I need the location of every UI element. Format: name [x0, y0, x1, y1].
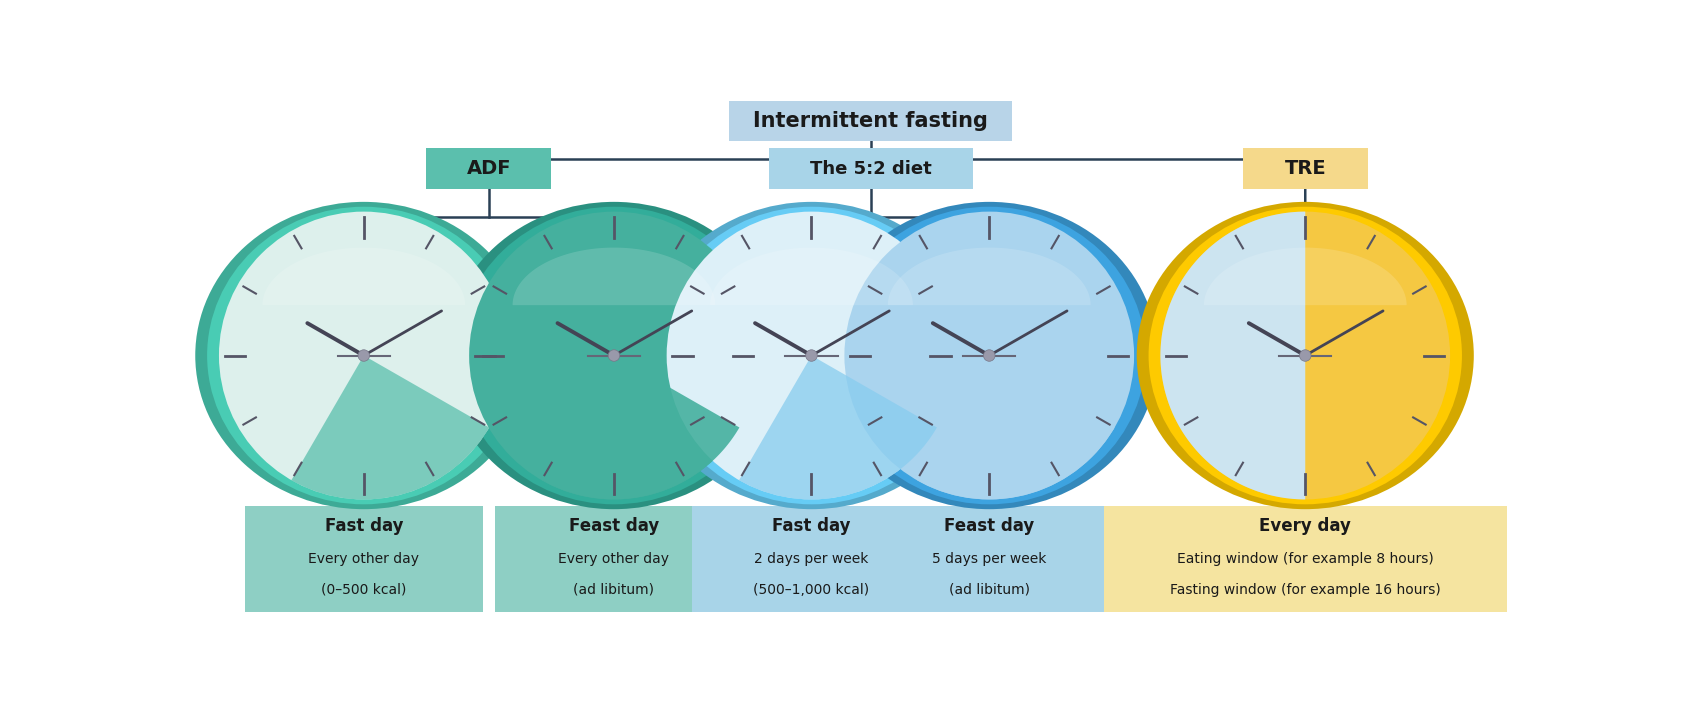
Text: Eating window (for example 8 hours): Eating window (for example 8 hours): [1177, 552, 1433, 566]
Polygon shape: [513, 248, 715, 305]
Text: Every day: Every day: [1258, 517, 1350, 535]
Ellipse shape: [666, 212, 956, 499]
Ellipse shape: [608, 350, 620, 361]
Text: Every other day: Every other day: [307, 552, 419, 566]
Text: (ad libitum): (ad libitum): [574, 583, 654, 597]
Ellipse shape: [195, 202, 531, 509]
Ellipse shape: [654, 207, 968, 504]
FancyBboxPatch shape: [1104, 505, 1506, 612]
Text: 2 days per week: 2 days per week: [754, 552, 868, 566]
Ellipse shape: [844, 212, 1134, 499]
Ellipse shape: [832, 207, 1144, 504]
Ellipse shape: [1136, 202, 1472, 509]
Polygon shape: [261, 248, 465, 305]
Text: Intermittent fasting: Intermittent fasting: [752, 111, 988, 131]
Ellipse shape: [1148, 207, 1460, 504]
Ellipse shape: [983, 350, 995, 361]
Text: 5 days per week: 5 days per week: [932, 552, 1046, 566]
Ellipse shape: [820, 202, 1156, 509]
Ellipse shape: [219, 212, 508, 499]
Ellipse shape: [358, 350, 370, 361]
Text: ADF: ADF: [467, 159, 511, 178]
Text: The 5:2 diet: The 5:2 diet: [810, 160, 931, 177]
Polygon shape: [1204, 248, 1406, 305]
FancyBboxPatch shape: [691, 505, 931, 612]
Ellipse shape: [1160, 212, 1448, 499]
FancyBboxPatch shape: [245, 505, 482, 612]
Ellipse shape: [1299, 350, 1311, 361]
FancyBboxPatch shape: [426, 148, 552, 189]
Text: Feast day: Feast day: [569, 517, 659, 535]
Text: TRE: TRE: [1284, 159, 1324, 178]
Ellipse shape: [207, 207, 520, 504]
Text: Fast day: Fast day: [324, 517, 402, 535]
FancyBboxPatch shape: [767, 148, 973, 189]
FancyBboxPatch shape: [494, 505, 734, 612]
Polygon shape: [710, 248, 912, 305]
Polygon shape: [739, 356, 936, 499]
Ellipse shape: [445, 202, 783, 509]
Ellipse shape: [805, 350, 817, 361]
Polygon shape: [917, 356, 1114, 499]
Text: (ad libitum): (ad libitum): [947, 583, 1029, 597]
FancyBboxPatch shape: [1241, 148, 1367, 189]
FancyBboxPatch shape: [869, 505, 1107, 612]
Polygon shape: [1160, 212, 1304, 499]
FancyBboxPatch shape: [728, 101, 1012, 142]
Ellipse shape: [469, 212, 759, 499]
Text: Fast day: Fast day: [773, 517, 851, 535]
Text: Every other day: Every other day: [559, 552, 669, 566]
Polygon shape: [542, 356, 739, 499]
Polygon shape: [888, 248, 1090, 305]
Text: (0–500 kcal): (0–500 kcal): [321, 583, 406, 597]
Text: (500–1,000 kcal): (500–1,000 kcal): [752, 583, 869, 597]
Ellipse shape: [642, 202, 980, 509]
Text: Fasting window (for example 16 hours): Fasting window (for example 16 hours): [1170, 583, 1440, 597]
Text: Feast day: Feast day: [944, 517, 1034, 535]
Ellipse shape: [457, 207, 771, 504]
Polygon shape: [292, 356, 489, 499]
